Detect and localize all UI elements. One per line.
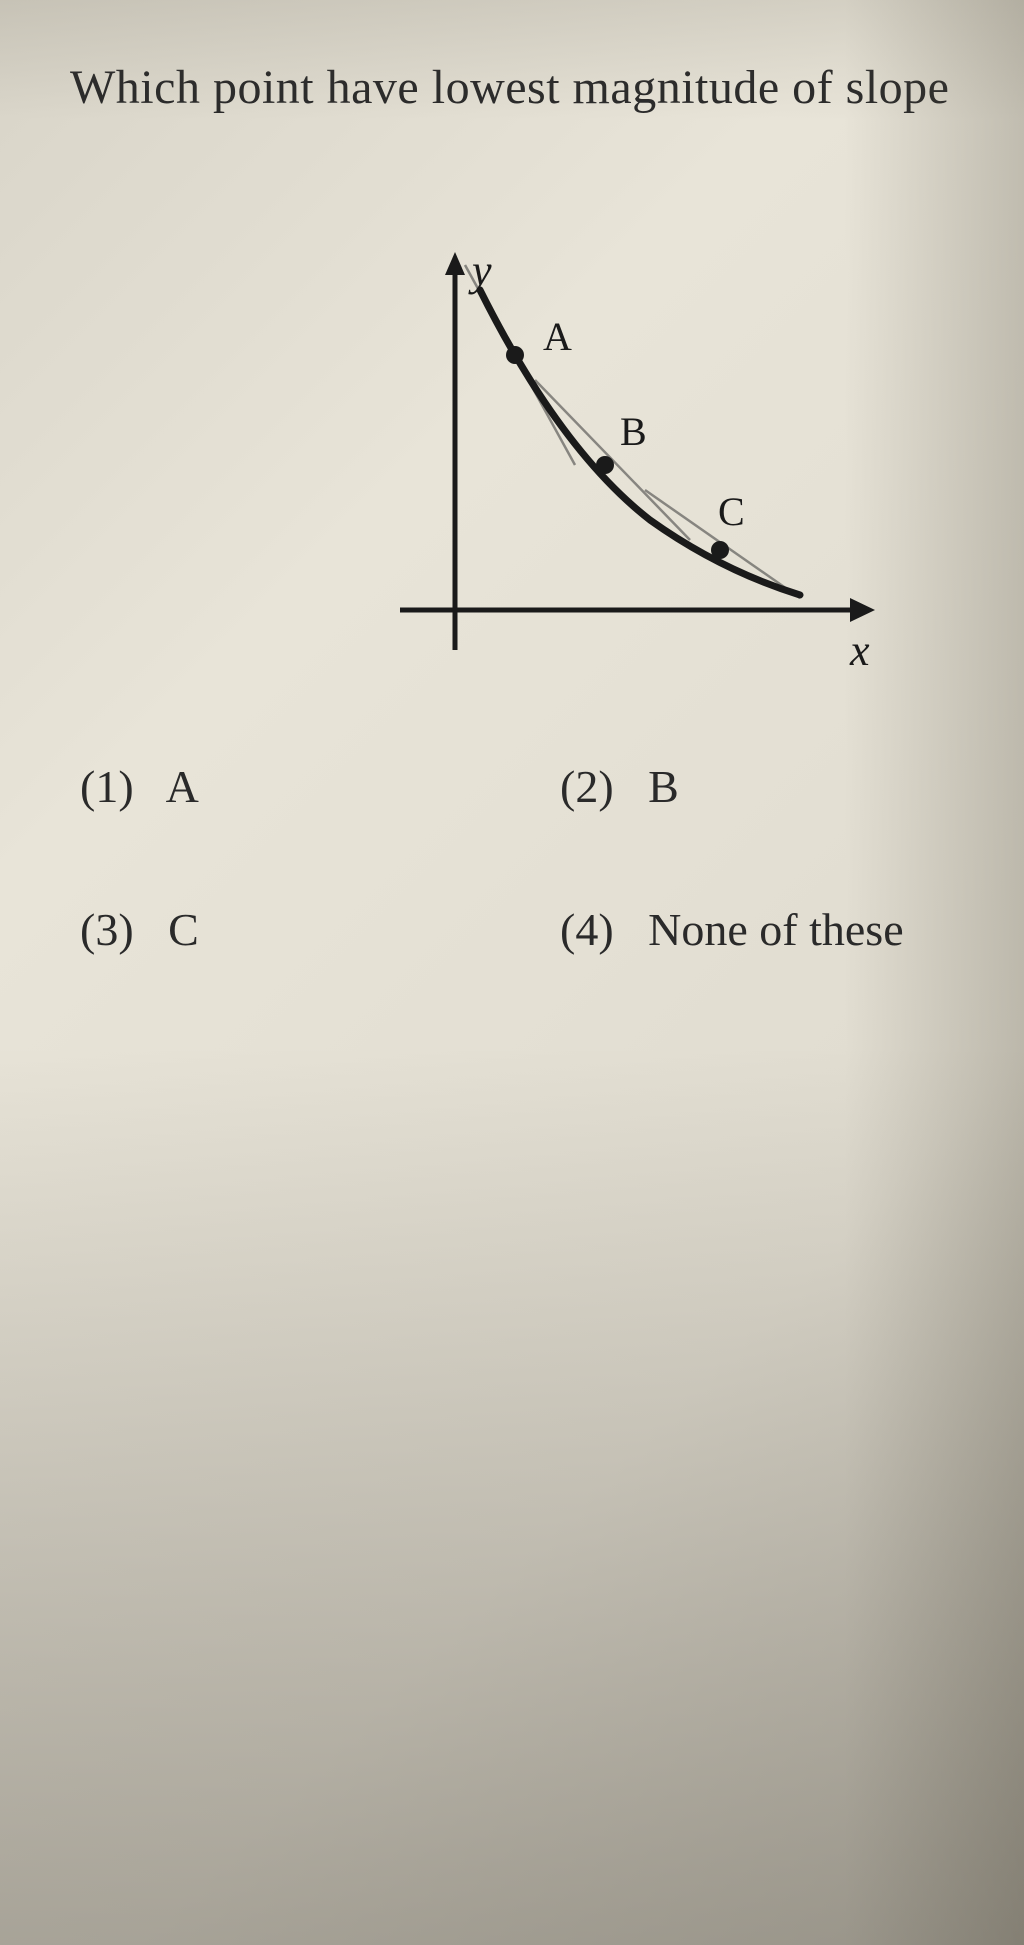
graph-container: A B C y x [360, 240, 900, 700]
y-axis-arrow [445, 252, 465, 275]
tangent-b [535, 380, 690, 540]
option-row-1: (1) A (2) B [80, 760, 940, 813]
option-3: (3) C [80, 903, 380, 956]
option-1-label: A [166, 761, 199, 812]
graph-svg: A B C y x [360, 240, 900, 700]
point-b-label: B [620, 409, 647, 454]
point-a [506, 346, 524, 364]
option-1-num: (1) [80, 761, 134, 812]
question-text: Which point have lowest magnitude of slo… [70, 60, 994, 115]
y-axis-label: y [468, 246, 492, 295]
point-a-label: A [543, 314, 572, 359]
option-row-2: (3) C (4) None of these [80, 903, 940, 956]
option-1: (1) A [80, 760, 380, 813]
x-axis-arrow [850, 598, 875, 622]
option-2: (2) B [560, 760, 940, 813]
option-4: (4) None of these [560, 903, 940, 956]
option-4-label: None of these [648, 904, 903, 955]
lighting-shadow-bottom [0, 1045, 1024, 1945]
option-3-num: (3) [80, 904, 134, 955]
option-2-num: (2) [560, 761, 614, 812]
point-c [711, 541, 729, 559]
option-3-label: C [168, 904, 199, 955]
point-b [596, 456, 614, 474]
options-container: (1) A (2) B (3) C (4) None of these [80, 760, 940, 1046]
point-c-label: C [718, 489, 745, 534]
x-axis-label: x [849, 626, 870, 675]
option-2-label: B [648, 761, 679, 812]
page-container: Which point have lowest magnitude of slo… [0, 0, 1024, 1945]
option-4-num: (4) [560, 904, 614, 955]
